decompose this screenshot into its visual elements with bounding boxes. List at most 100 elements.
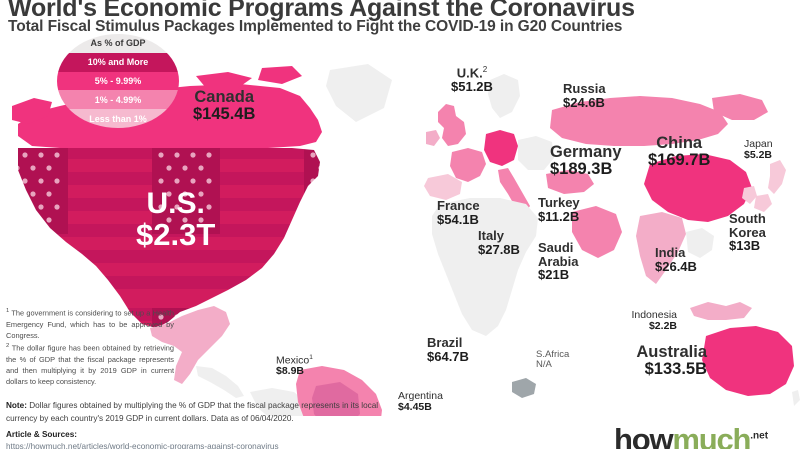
country-shape-central-america [196, 366, 244, 398]
howmuch-logo[interactable]: howmuch.net [614, 424, 768, 449]
label-south-korea-value: $13B [729, 238, 761, 254]
label-south-africa[interactable]: S.Africa N/A [536, 350, 569, 370]
label-france-name: France [437, 198, 480, 213]
label-mexico-name: Mexico1 [276, 354, 313, 367]
logo-part1: how [614, 422, 674, 449]
label-canada[interactable]: Canada $145.4B [193, 88, 255, 123]
country-shape-russia-east [712, 94, 768, 120]
legend-band-1-to-4[interactable]: 1% - 4.99% [57, 90, 179, 110]
country-shape-china [644, 154, 752, 222]
country-shape-india [636, 212, 686, 284]
country-shape-japan [768, 160, 786, 194]
page-subtitle: Total Fiscal Stimulus Packages Implement… [8, 18, 623, 35]
label-indonesia-name: Indonesia [631, 309, 677, 321]
label-india-value: $26.4B [655, 258, 697, 274]
label-saudi-arabia-value: $21B [538, 267, 570, 283]
country-shape-africa [432, 198, 538, 336]
country-shape-saudi-arabia [572, 206, 622, 258]
country-shape-russia [550, 96, 728, 146]
country-shape-new-zealand [792, 390, 800, 406]
label-brazil-name: Brazil [427, 335, 463, 350]
label-uk-name: U.K.2 [456, 65, 488, 81]
label-south-africa-value: N/A [536, 358, 552, 370]
label-australia[interactable]: Australia $133.5B [592, 343, 707, 378]
logo-tld: .net [750, 430, 769, 442]
label-japan-value: $5.2B [744, 148, 773, 161]
note-label: Note: [6, 401, 27, 410]
label-indonesia[interactable]: Indonesia $2.2B [605, 310, 677, 332]
label-germany[interactable]: Germany $189.3B [550, 143, 622, 178]
footnote-2: 2 The dollar figure has been obtained by… [6, 342, 174, 387]
footnote-marker-2: 2 [482, 65, 488, 74]
country-shape-south-africa [512, 378, 536, 398]
country-shape-eastern-europe [518, 136, 554, 170]
country-shape-northern-south-america [250, 388, 310, 416]
country-shape-canada-arctic [196, 66, 302, 88]
page-title: World's Economic Programs Against the Co… [8, 0, 635, 22]
country-shape-brazil-inner [312, 382, 360, 416]
footnote-1-marker: 1 [6, 308, 10, 314]
label-japan[interactable]: Japan $5.2B [744, 139, 773, 161]
country-shape-greenland [326, 64, 392, 122]
label-russia-value: $24.6B [563, 94, 605, 110]
country-shape-usa [18, 148, 320, 328]
footnote-1: 1 The government is considering to set u… [6, 307, 174, 341]
country-shape-uk [438, 104, 466, 146]
label-france-value: $54.1B [437, 211, 479, 227]
country-shape-south-korea [742, 186, 757, 204]
label-india[interactable]: India $26.4B [655, 246, 697, 273]
label-uk-value: $51.2B [451, 78, 493, 94]
label-brazil[interactable]: Brazil $64.7B [427, 336, 469, 363]
label-us[interactable]: U.S. $2.3T [136, 188, 215, 251]
country-shape-iberia [424, 174, 462, 200]
footnote-1-text: The government is considering to set up … [6, 308, 175, 340]
label-italy-name: Italy [478, 228, 505, 243]
country-shape-ireland [426, 130, 440, 146]
label-mexico[interactable]: Mexico1 $8.9B [276, 354, 313, 378]
label-argentina-value: $4.45B [398, 400, 432, 413]
label-saudi-arabia-name2: Arabia [538, 253, 579, 269]
label-russia[interactable]: Russia $24.6B [563, 82, 606, 109]
country-shape-mexico [150, 306, 230, 384]
footnote-2-text: The dollar figure has been obtained by r… [6, 343, 175, 387]
world-map-svg [12, 64, 800, 416]
legend-band-5-to-9[interactable]: 5% - 9.99% [57, 71, 179, 91]
label-germany-name: Germany [550, 143, 622, 161]
label-south-korea-name: South [729, 211, 766, 226]
country-shape-japan-south [754, 194, 772, 212]
label-uk[interactable]: U.K.2 $51.2B [451, 65, 493, 94]
label-india-name: India [655, 245, 686, 260]
label-us-value: $2.3T [136, 217, 216, 253]
label-mexico-value: $8.9B [276, 365, 305, 378]
label-saudi-arabia-name: Saudi [538, 240, 574, 255]
label-japan-name: Japan [744, 138, 773, 150]
label-china[interactable]: China $169.7B [648, 134, 711, 170]
sources-url[interactable]: https://howmuch.net/articles/world-econo… [6, 442, 279, 449]
label-italy[interactable]: Italy $27.8B [478, 229, 520, 256]
country-shape-france [450, 148, 486, 182]
country-shape-sea [686, 228, 714, 258]
label-south-korea[interactable]: South Korea $13B [729, 212, 766, 253]
label-france[interactable]: France $54.1B [437, 199, 480, 226]
label-turkey[interactable]: Turkey $11.2B [538, 196, 580, 223]
label-brazil-value: $64.7B [427, 348, 469, 364]
country-shape-italy [498, 168, 530, 214]
legend-band-10-and-more[interactable]: 10% and More [57, 52, 179, 72]
label-argentina-name: Argentina [398, 390, 443, 402]
note-text: Dollar figures obtained by multiplying t… [6, 401, 379, 423]
label-australia-name: Australia [636, 343, 707, 361]
label-saudi-arabia[interactable]: Saudi Arabia $21B [538, 241, 578, 282]
label-south-korea-name2: Korea [729, 224, 766, 240]
footnote-marker-1: 1 [309, 354, 313, 361]
label-italy-value: $27.8B [478, 241, 520, 257]
label-china-value: $169.7B [648, 151, 711, 170]
logo-part2: much [672, 422, 751, 449]
world-map [0, 36, 800, 416]
country-shape-australia [702, 326, 794, 396]
label-argentina[interactable]: Argentina $4.45B [398, 391, 443, 413]
label-indonesia-value: $2.2B [648, 319, 677, 332]
legend: As % of GDP 10% and More 5% - 9.99% 1% -… [57, 34, 179, 128]
country-shape-alaska [12, 98, 52, 124]
country-shape-germany [484, 130, 518, 166]
